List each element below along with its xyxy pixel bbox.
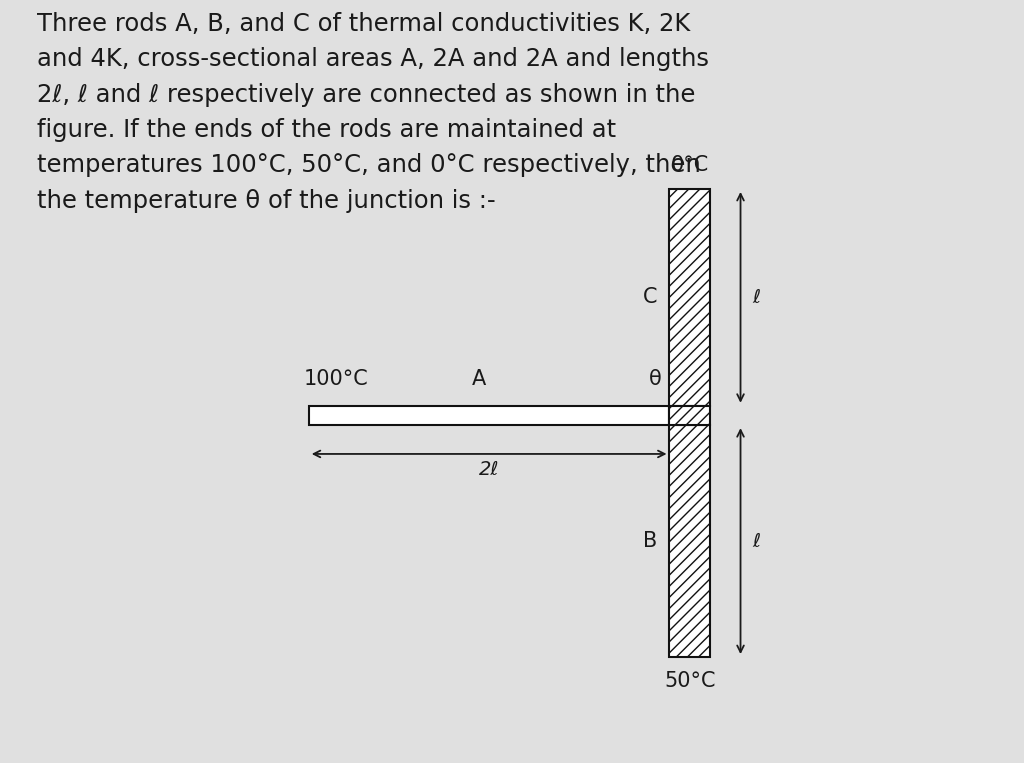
Bar xyxy=(670,425,710,657)
Text: 100°C: 100°C xyxy=(304,369,369,389)
Bar xyxy=(670,406,710,425)
Text: B: B xyxy=(643,531,657,551)
Text: A: A xyxy=(472,369,486,389)
Text: C: C xyxy=(643,288,657,307)
Text: θ: θ xyxy=(648,369,662,389)
Text: ℓ: ℓ xyxy=(753,288,761,307)
Bar xyxy=(670,189,710,406)
Text: 50°C: 50°C xyxy=(664,671,716,691)
Text: Three rods A, B, and C of thermal conductivities K, 2K
and 4K, cross-sectional a: Three rods A, B, and C of thermal conduc… xyxy=(37,11,709,213)
Bar xyxy=(309,406,670,425)
Text: ℓ: ℓ xyxy=(753,532,761,551)
Text: 0°C: 0°C xyxy=(671,156,709,175)
Text: 2ℓ: 2ℓ xyxy=(479,460,500,479)
